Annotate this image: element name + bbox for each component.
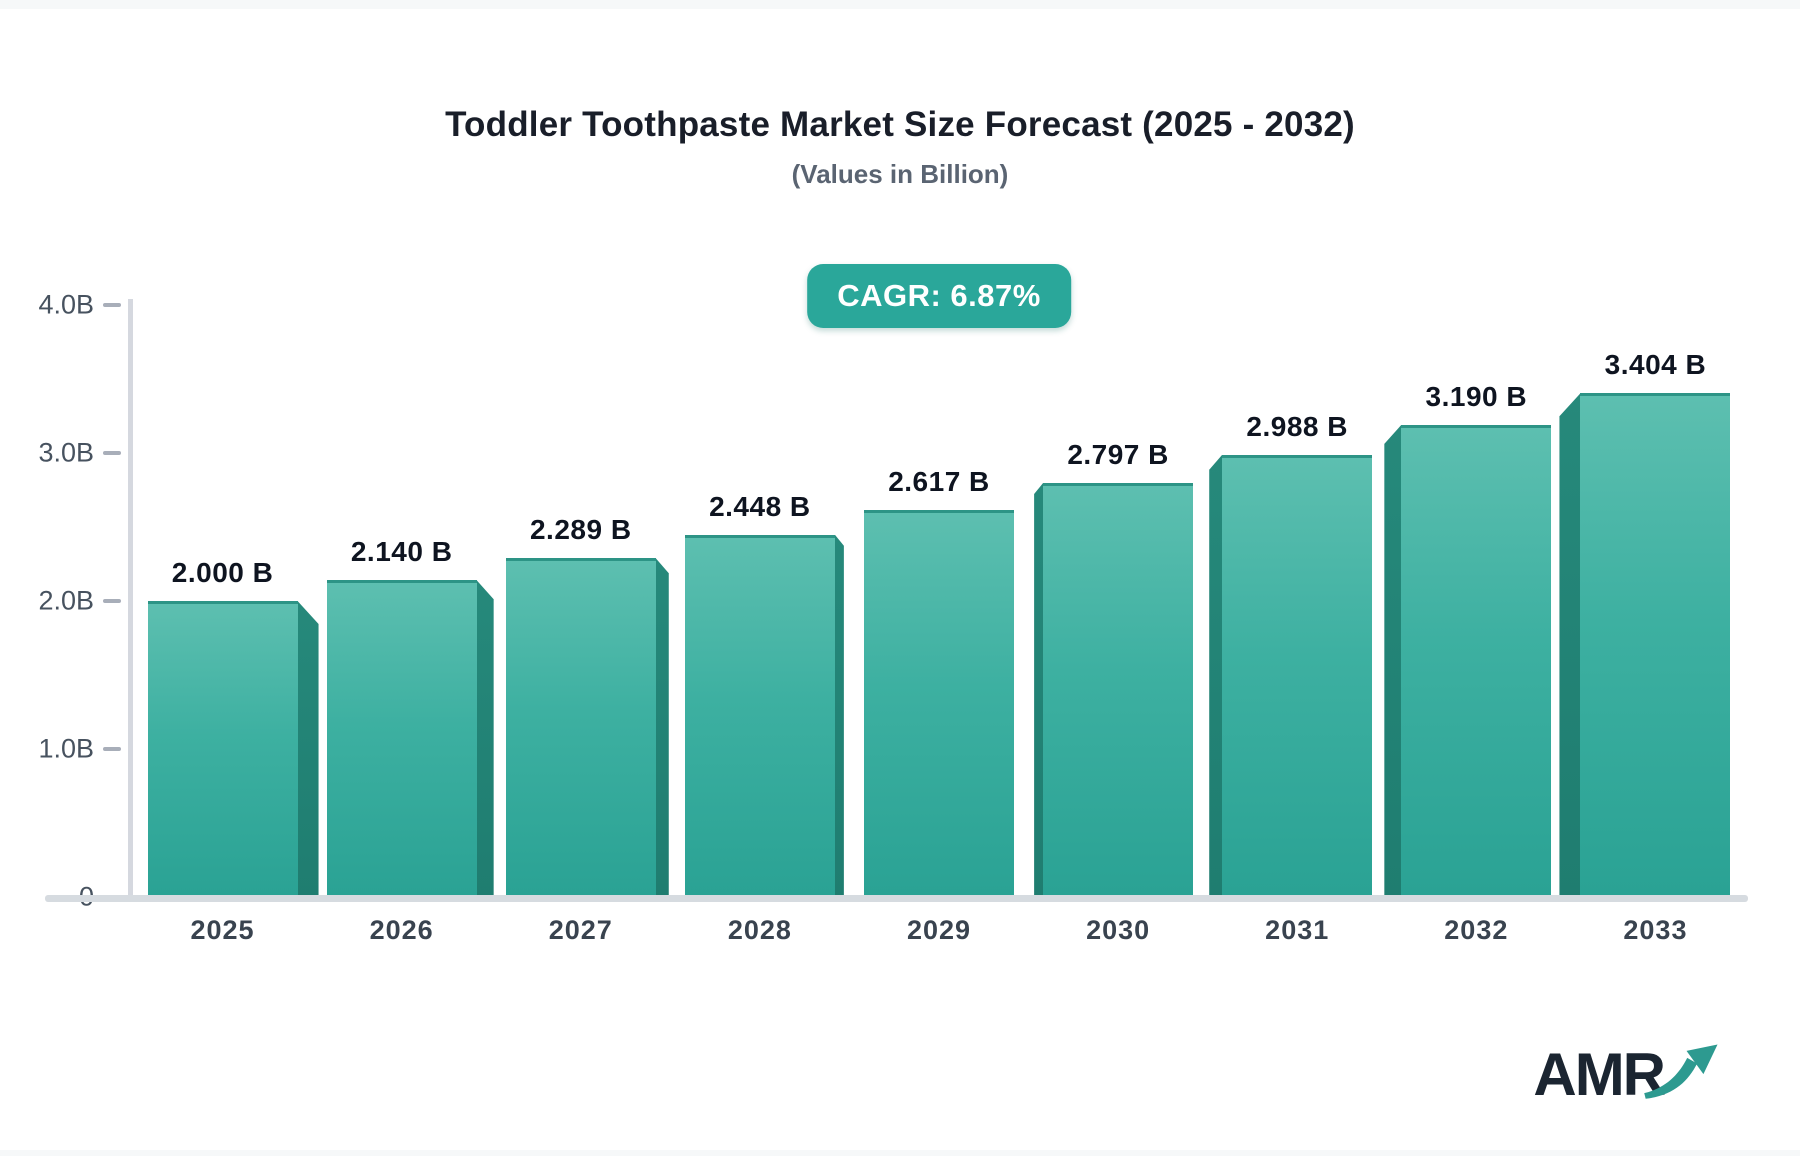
bar-2030: [1034, 483, 1194, 897]
x-axis-label: 2031: [1265, 915, 1330, 945]
bar-2027: [505, 558, 669, 897]
y-axis-line: [128, 299, 133, 897]
bar-value-label: 2.988 B: [1246, 410, 1348, 442]
x-axis-label: 2032: [1444, 915, 1509, 945]
y-tick-label: 1.0B: [38, 733, 94, 764]
bar-value-label: 3.404 B: [1604, 349, 1707, 381]
bar-face: [864, 509, 1014, 897]
bar-face: [1043, 483, 1194, 897]
bar-face: [147, 601, 298, 897]
bar-side-face: [1384, 424, 1402, 897]
x-axis-label: 2028: [727, 915, 792, 945]
bar-2026: [326, 580, 494, 897]
bar-side-face: [1034, 483, 1044, 897]
plot-area: 2.000 B 2.140 B 2.289 B 2.448 B 2.617 B 2.797…: [133, 305, 1745, 897]
y-tick-label: 2.0B: [38, 585, 94, 616]
x-axis-label: 2030: [1086, 915, 1151, 945]
bar-face: [1580, 393, 1731, 897]
bar-face: [684, 534, 835, 897]
brand-logo-text: AMR: [1533, 1041, 1666, 1108]
bar-2025: [147, 601, 319, 897]
bar-side-face: [476, 580, 494, 897]
chart-subtitle: (Values in Billion): [791, 159, 1009, 189]
bar-side-face: [1559, 393, 1581, 897]
bar-value-label: 2.140 B: [350, 536, 453, 568]
cagr-badge: CAGR: 6.87%: [807, 264, 1071, 328]
bar-value-label: 3.190 B: [1425, 380, 1528, 412]
y-tick-label: 3.0B: [38, 437, 94, 468]
bar-side-face: [297, 601, 319, 897]
y-tick-mark: [103, 303, 121, 307]
chart-card: Toddler Toothpaste Market Size Forecast …: [0, 9, 1800, 1150]
bar-2029: [864, 509, 1014, 897]
growth-arrow-icon: [1644, 1044, 1718, 1099]
bar-side-face: [1209, 454, 1223, 897]
y-tick-mark: [103, 451, 121, 455]
bar-2028: [684, 534, 844, 897]
bar-value-label: 2.289 B: [529, 514, 632, 546]
x-axis-label: 2027: [548, 915, 613, 945]
x-axis-label: 2026: [369, 915, 434, 945]
y-tick-label: 4.0B: [38, 289, 94, 320]
bar-value-label: 2.617 B: [888, 465, 990, 497]
brand-logo: AMR: [1533, 1041, 1722, 1105]
bar-face: [1401, 424, 1552, 897]
cagr-badge-label: CAGR: 6.87%: [837, 278, 1041, 313]
bar-value-label: 2.797 B: [1067, 439, 1169, 471]
bar-face: [326, 580, 477, 897]
bar-face: [1222, 454, 1373, 897]
x-axis-label: 2033: [1623, 915, 1688, 945]
y-tick-mark: [103, 599, 121, 603]
chart-title: Toddler Toothpaste Market Size Forecast …: [445, 105, 1355, 144]
x-axis-label: 2029: [906, 915, 972, 945]
y-tick-mark: [103, 747, 121, 751]
chart-region: 4.0B3.0B2.0B1.0B0 2.000 B2.140 B2.289 B2…: [0, 9, 1800, 1150]
x-axis-baseline: [45, 895, 1748, 902]
bar-side-face: [655, 558, 669, 897]
bar-value-label: 2.000 B: [171, 557, 274, 588]
bar-value-label: 2.448 B: [709, 490, 811, 522]
bar-side-face: [834, 534, 844, 897]
bar-2032: [1384, 424, 1552, 897]
x-axis-label: 2025: [190, 915, 255, 945]
bar-2031: [1209, 454, 1373, 897]
bar-face: [505, 558, 656, 897]
bar-2033: [1559, 393, 1731, 897]
